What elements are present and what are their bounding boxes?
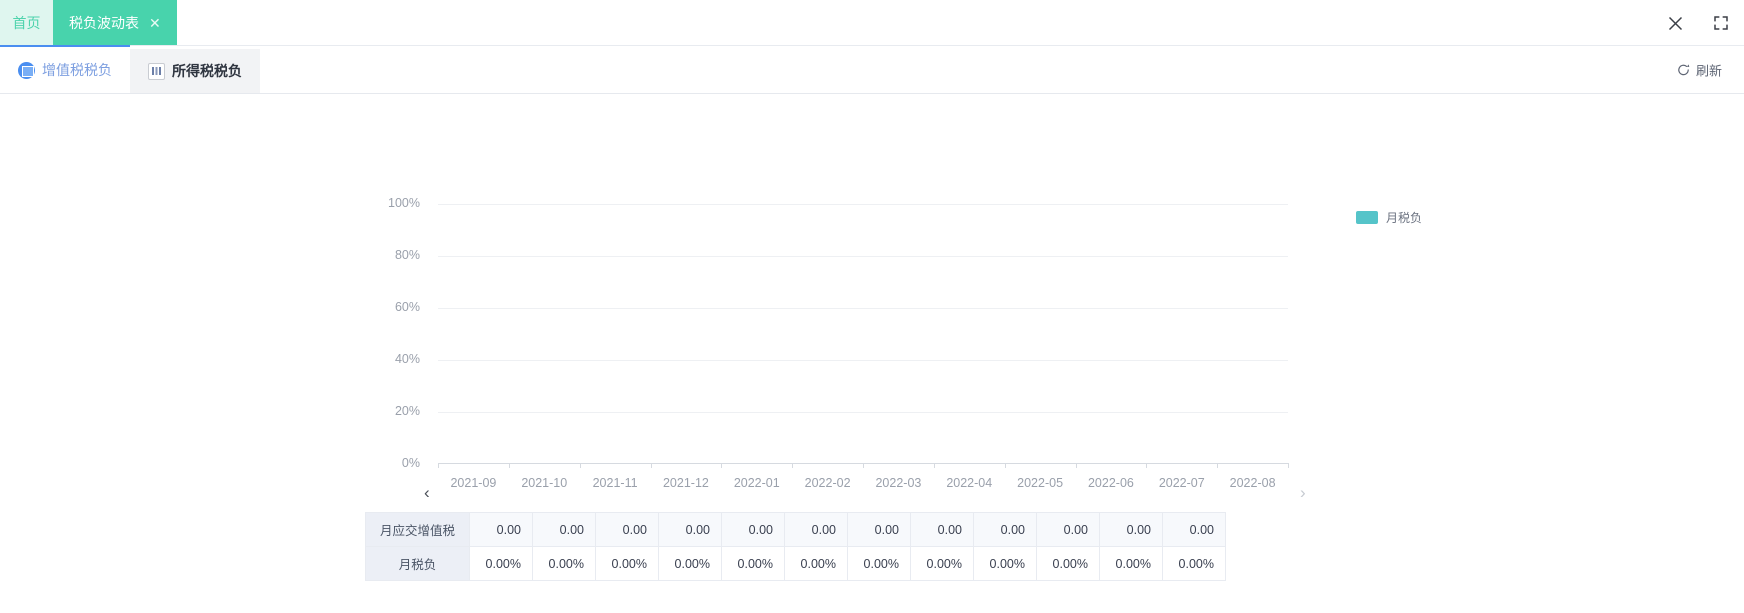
chart-x-tick bbox=[508, 463, 510, 468]
chart-x-tick-label: 2021-11 bbox=[592, 476, 638, 490]
chart-x-tick bbox=[1146, 463, 1148, 468]
chart-gridline bbox=[438, 256, 1288, 257]
window-tab-tax-fluctuation[interactable]: 税负波动表 ✕ bbox=[53, 0, 177, 45]
chart-x-tick-label: 2022-02 bbox=[804, 476, 851, 490]
table-cell: 0.00% bbox=[847, 546, 911, 581]
chart-x-tick-label: 2022-04 bbox=[946, 476, 993, 490]
table-cell: 0.00% bbox=[658, 546, 722, 581]
chart-x-tick-label: 2021-10 bbox=[521, 476, 568, 490]
chart-plot-area bbox=[438, 204, 1289, 468]
window-tab-home-label: 首页 bbox=[12, 14, 41, 31]
sub-tab-bar: 增值税税负 所得税税负 刷新 bbox=[0, 45, 1744, 94]
chart-x-tick bbox=[933, 463, 935, 468]
chart-x-tick bbox=[1075, 463, 1077, 468]
table-cell: 0.00 bbox=[658, 512, 722, 547]
table-cell: 0.00% bbox=[784, 546, 848, 581]
table-cell: 0.00% bbox=[910, 546, 974, 581]
chart-x-tick bbox=[721, 463, 723, 468]
chart-x-tick bbox=[650, 463, 652, 468]
chart-x-tick bbox=[792, 463, 794, 468]
legend-label-monthly-tax-burden: 月税负 bbox=[1385, 211, 1422, 225]
table-cell: 0.00 bbox=[784, 512, 848, 547]
chart-prev-icon[interactable]: ‹ bbox=[424, 483, 430, 502]
table-row-header: 月税负 bbox=[365, 546, 470, 581]
table-body: 月应交增值税 0.00 0.00 0.00 0.00 0.00 0.00 0.00 0.00 0.… bbox=[365, 512, 1226, 581]
close-icon[interactable] bbox=[1652, 0, 1698, 46]
window-controls bbox=[1652, 0, 1744, 46]
table-cell: 0.00 bbox=[1099, 512, 1163, 547]
chart-x-tick bbox=[579, 463, 581, 468]
table-cell: 0.00% bbox=[721, 546, 785, 581]
chart-x-tick bbox=[1288, 463, 1289, 468]
window-tab-tax-fluctuation-label: 税负波动表 bbox=[69, 14, 139, 31]
table-cell: 0.00 bbox=[532, 512, 596, 547]
chart-x-tick bbox=[1217, 463, 1219, 468]
table-cell: 0.00 bbox=[721, 512, 785, 547]
chart-x-tick-label: 2022-03 bbox=[875, 476, 922, 490]
refresh-label: 刷新 bbox=[1695, 63, 1722, 78]
chart-gridline bbox=[438, 308, 1288, 309]
table-cell: 0.00% bbox=[1099, 546, 1163, 581]
chart-x-tick bbox=[438, 463, 439, 468]
table-cell: 0.00 bbox=[595, 512, 659, 547]
chart-x-tick bbox=[1004, 463, 1006, 468]
chart-x-tick-label: 2021-09 bbox=[450, 476, 497, 490]
refresh-button[interactable]: 刷新 bbox=[1677, 60, 1722, 79]
window-tab-home[interactable]: 首页 bbox=[0, 0, 53, 45]
legend-swatch-monthly-tax-burden bbox=[1355, 211, 1378, 224]
chart-y-tick-label: 20% bbox=[394, 404, 420, 418]
chart-y-tick-label: 60% bbox=[394, 300, 420, 314]
vat-icon bbox=[18, 61, 35, 79]
chart-y-axis: 100% 80% 60% 40% 20% 0% bbox=[352, 196, 420, 470]
chart-next-icon[interactable]: › bbox=[1300, 483, 1306, 502]
chart-y-tick-label: 40% bbox=[394, 352, 420, 366]
table-row: 月税负 0.00% 0.00% 0.00% 0.00% 0.00% 0.00% 0.00% 0.… bbox=[365, 546, 1226, 581]
income-tax-icon bbox=[148, 62, 165, 80]
tax-burden-chart: 月税负 100% 80% 60% 40% 20% 0% 2021-09 2021-10 202… bbox=[0, 94, 1744, 501]
chart-x-tick-label: 2022-06 bbox=[1087, 476, 1134, 490]
chart-gridline bbox=[438, 204, 1288, 205]
table-cell: 0.00 bbox=[1036, 512, 1100, 547]
chart-y-tick-label: 100% bbox=[388, 196, 420, 210]
chart-x-tick-label: 2022-05 bbox=[1017, 476, 1064, 490]
table-row-header: 月应交增值税 bbox=[365, 512, 470, 547]
chart-y-tick-label: 0% bbox=[401, 456, 420, 470]
table-cell: 0.00 bbox=[1162, 512, 1226, 547]
tax-burden-table: 月应交增值税 0.00 0.00 0.00 0.00 0.00 0.00 0.00 0.00 0.… bbox=[365, 512, 1226, 581]
chart-gridline bbox=[438, 412, 1288, 413]
chart-x-tick-label: 2021-12 bbox=[662, 476, 709, 490]
refresh-icon bbox=[1678, 63, 1690, 75]
chart-x-axis-labels: 2021-09 2021-10 2021-11 2021-12 2022-01 2022-… bbox=[438, 476, 1288, 496]
chart-legend[interactable]: 月税负 bbox=[1355, 209, 1422, 226]
table-cell: 0.00 bbox=[847, 512, 911, 547]
chart-y-tick-label: 80% bbox=[394, 248, 420, 262]
chart-x-tick-label: 2022-01 bbox=[733, 476, 780, 490]
tab-vat-tax-burden[interactable]: 增值税税负 bbox=[0, 45, 130, 93]
table-cell: 0.00% bbox=[532, 546, 596, 581]
window-tab-close-icon[interactable]: ✕ bbox=[149, 14, 161, 31]
chart-x-tick bbox=[863, 463, 864, 468]
table-cell: 0.00 bbox=[973, 512, 1037, 547]
chart-x-tick-label: 2022-08 bbox=[1229, 476, 1276, 490]
table-cell: 0.00% bbox=[973, 546, 1037, 581]
fullscreen-icon[interactable] bbox=[1698, 0, 1744, 46]
main-content: 月税负 100% 80% 60% 40% 20% 0% 2021-09 2021-10 202… bbox=[0, 94, 1744, 613]
table-cell: 0.00% bbox=[1162, 546, 1226, 581]
table-cell: 0.00% bbox=[595, 546, 659, 581]
table-cell: 0.00 bbox=[910, 512, 974, 547]
table-row: 月应交增值税 0.00 0.00 0.00 0.00 0.00 0.00 0.00 0.00 0.… bbox=[365, 512, 1226, 547]
tab-income-tax-burden-label: 所得税税负 bbox=[172, 63, 242, 79]
tab-vat-tax-burden-label: 增值税税负 bbox=[42, 62, 112, 78]
table-cell: 0.00% bbox=[1036, 546, 1100, 581]
chart-x-tick-label: 2022-07 bbox=[1158, 476, 1205, 490]
chart-gridline bbox=[438, 360, 1288, 361]
window-tab-bar: 首页 税负波动表 ✕ bbox=[0, 0, 1744, 46]
table-cell: 0.00 bbox=[469, 512, 533, 547]
tab-income-tax-burden[interactable]: 所得税税负 bbox=[130, 49, 260, 93]
table-cell: 0.00% bbox=[469, 546, 533, 581]
